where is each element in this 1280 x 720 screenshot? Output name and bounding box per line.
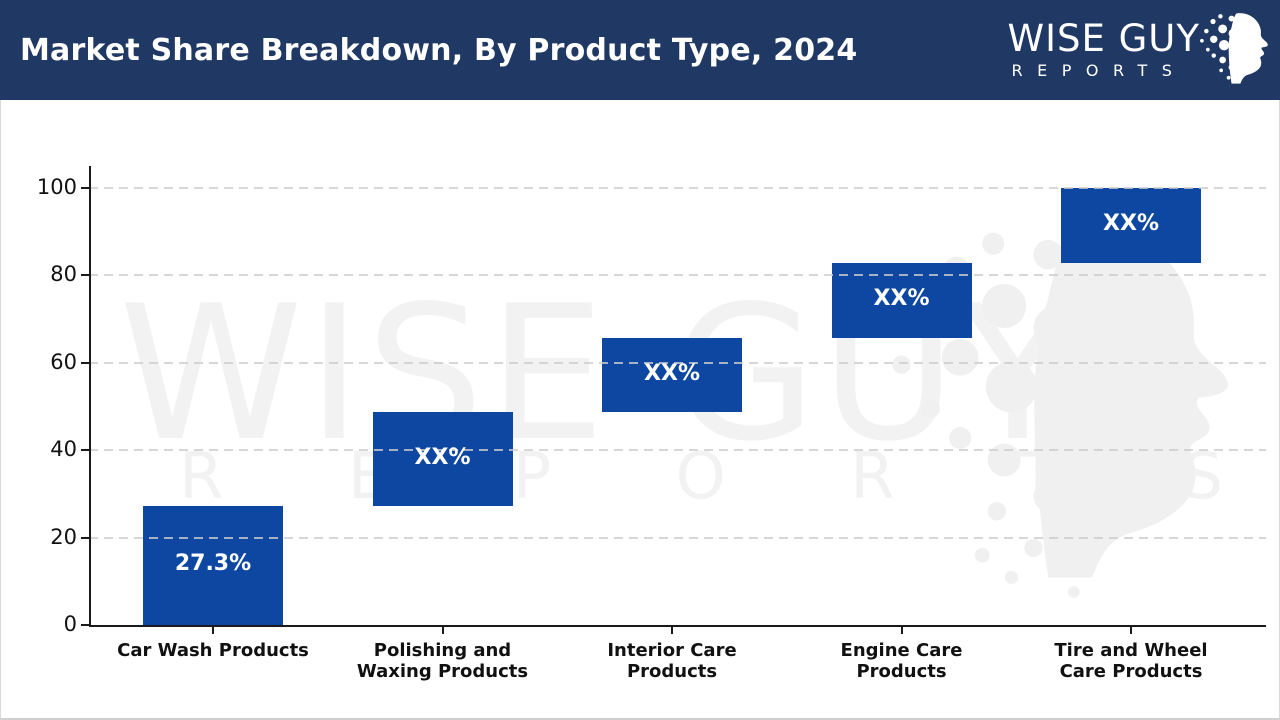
bar-value-label: XX% <box>414 444 471 470</box>
y-tick <box>81 624 89 626</box>
x-category-label: Engine Care Products <box>787 640 1017 682</box>
x-category-label-line: Care Products <box>1059 661 1203 682</box>
x-category-label-line: Waxing Products <box>356 661 529 682</box>
x-axis-line <box>89 625 1266 627</box>
y-tick <box>81 274 89 276</box>
x-category-label: Tire and Wheel Care Products <box>1016 640 1246 682</box>
x-tick <box>212 625 214 634</box>
x-category-label: Polishing and Waxing Products <box>328 640 558 682</box>
chart-canvas: WISE GUY R E P O R T S 0 20 40 60 80 100 27.3%… <box>0 100 1280 720</box>
y-gridline <box>89 449 1266 451</box>
y-tick <box>81 186 89 189</box>
x-tick <box>671 625 673 634</box>
y-tick-label: 40 <box>50 437 77 461</box>
y-axis-line <box>89 165 91 627</box>
x-tick <box>900 625 903 634</box>
brand-name-top: WISE GUY <box>1007 17 1200 60</box>
y-tick-label: 80 <box>50 262 77 286</box>
header-bar: Market Share Breakdown, By Product Type,… <box>0 0 1280 100</box>
x-category-label: Interior Care Products <box>557 640 787 682</box>
bar <box>143 505 283 625</box>
brand-name-bottom: REPORTS <box>1011 61 1187 80</box>
bar <box>602 337 742 413</box>
x-category-label-line: Tire and Wheel <box>1054 640 1208 661</box>
y-tick <box>81 449 89 451</box>
x-category-label-line: Polishing and <box>373 640 512 661</box>
y-gridline <box>89 274 1266 276</box>
y-tick-label: 0 <box>63 612 77 636</box>
x-tick <box>1130 625 1132 634</box>
brand-wordmark: WISE GUY REPORTS <box>1007 17 1200 81</box>
x-category-label-line: Products <box>626 661 718 682</box>
y-gridline <box>89 186 1266 189</box>
brand-head-icon <box>1200 13 1268 84</box>
y-tick <box>81 361 89 364</box>
y-tick-label: 60 <box>50 349 77 374</box>
y-tick <box>81 536 89 539</box>
x-category-label-line: Car Wash Products <box>117 640 309 661</box>
x-category-label-line: Interior Care <box>607 640 737 661</box>
bar-value-label: XX% <box>1103 211 1159 237</box>
bar-value-label: XX% <box>644 360 700 386</box>
y-gridline <box>89 536 1266 539</box>
x-category-label-line: Products <box>856 661 947 682</box>
x-category-label-line: Engine Care <box>840 640 963 661</box>
x-tick <box>441 625 444 634</box>
bar-value-label: XX% <box>873 286 930 312</box>
x-category-label: Car Wash Products <box>98 640 328 661</box>
brand-logo: WISE GUY REPORTS <box>1008 0 1270 100</box>
y-tick-label: 100 <box>36 174 77 199</box>
bar <box>372 412 513 506</box>
y-gridline <box>89 361 1266 364</box>
y-tick-label: 20 <box>50 524 77 549</box>
page-title: Market Share Breakdown, By Product Type,… <box>20 32 858 68</box>
bar-value-label: 27.3% <box>174 551 252 577</box>
watermark-wordmark-bottom: R E P O R T S <box>179 440 1276 514</box>
